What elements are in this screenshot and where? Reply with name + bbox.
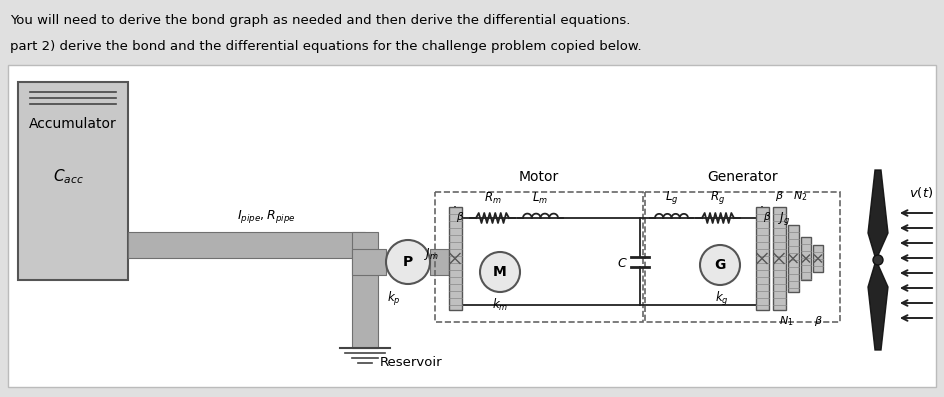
Text: P: P — [403, 255, 413, 269]
Text: $k_p$: $k_p$ — [387, 290, 401, 308]
Polygon shape — [868, 170, 888, 260]
Text: $I_{pipe}, R_{pipe}$: $I_{pipe}, R_{pipe}$ — [237, 208, 295, 225]
Text: G: G — [715, 258, 726, 272]
Text: Motor: Motor — [519, 170, 559, 184]
Text: $\beta$: $\beta$ — [763, 210, 771, 224]
Bar — [645, 192, 840, 322]
Text: $v(t)$: $v(t)$ — [909, 185, 933, 200]
Circle shape — [386, 240, 430, 284]
Text: Generator: Generator — [707, 170, 778, 184]
Bar — [448, 207, 462, 310]
Text: $J_g$: $J_g$ — [778, 210, 790, 227]
Text: $N_1$: $N_1$ — [779, 314, 794, 328]
Text: You will need to derive the bond graph as needed and then derive the differentia: You will need to derive the bond graph a… — [10, 14, 631, 27]
Text: $L_m$: $L_m$ — [532, 191, 548, 206]
Text: $R_m$: $R_m$ — [483, 191, 501, 206]
Circle shape — [480, 252, 520, 292]
Bar — [772, 207, 785, 310]
Circle shape — [873, 255, 883, 265]
Text: $\beta$: $\beta$ — [775, 189, 784, 203]
Text: Reservoir: Reservoir — [380, 356, 443, 369]
Bar — [352, 249, 386, 275]
Text: $C$: $C$ — [617, 257, 628, 270]
Text: $J_m$: $J_m$ — [424, 245, 439, 262]
Bar — [813, 245, 823, 272]
Text: M: M — [493, 265, 507, 279]
Bar — [801, 237, 811, 280]
Text: $L_g$: $L_g$ — [665, 189, 678, 206]
Text: $k_g$: $k_g$ — [716, 290, 729, 308]
Bar — [787, 225, 799, 292]
Bar — [755, 207, 768, 310]
Text: $\beta$: $\beta$ — [814, 314, 822, 328]
Bar — [128, 232, 365, 258]
Text: $k_m$: $k_m$ — [492, 297, 508, 313]
Circle shape — [700, 245, 740, 285]
Bar — [352, 232, 378, 275]
Text: Accumulator: Accumulator — [29, 117, 117, 131]
Bar — [435, 192, 643, 322]
Text: $N_2$: $N_2$ — [793, 189, 807, 203]
Bar — [430, 249, 449, 275]
Bar — [18, 82, 128, 280]
Bar — [352, 232, 378, 348]
Bar — [8, 65, 936, 387]
Text: $C_{acc}$: $C_{acc}$ — [53, 168, 83, 186]
Polygon shape — [868, 260, 888, 350]
Text: part 2) derive the bond and the differential equations for the challenge problem: part 2) derive the bond and the differen… — [10, 40, 642, 53]
Text: $\beta$: $\beta$ — [456, 210, 464, 224]
Text: $R_g$: $R_g$ — [711, 189, 726, 206]
